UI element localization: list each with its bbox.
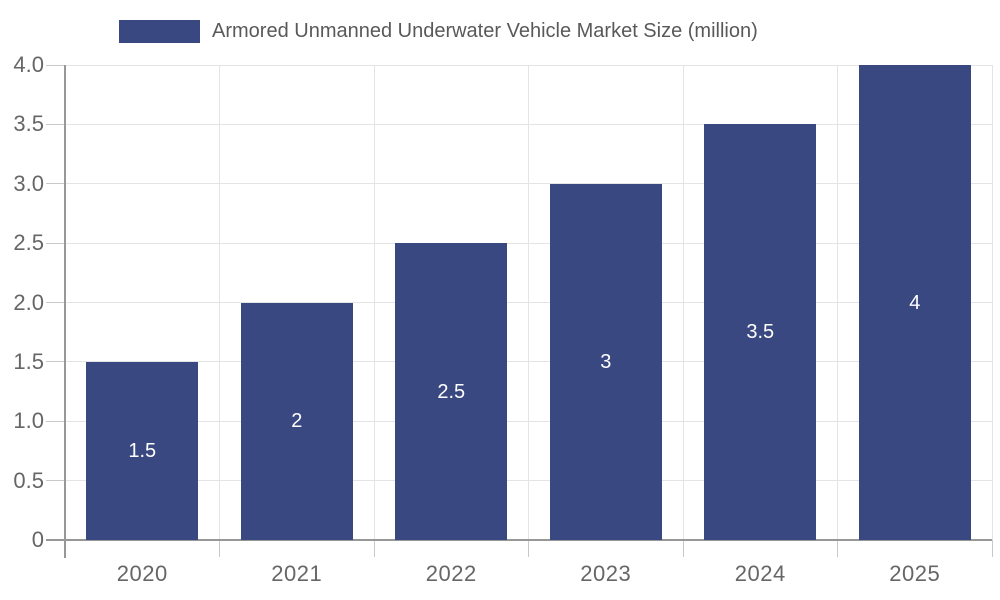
y-axis-label: 2.5	[13, 230, 44, 256]
y-axis-tick	[46, 183, 65, 185]
y-axis-tick	[46, 480, 65, 482]
y-axis-tick	[46, 302, 65, 303]
bar-value-label: 2	[291, 410, 303, 433]
bar-value-label: 1.5	[128, 439, 157, 462]
bar-2025[interactable]: 4	[858, 65, 971, 540]
gridline-vertical	[373, 65, 375, 540]
gridline-vertical	[528, 65, 529, 540]
x-axis-line	[46, 539, 992, 541]
x-axis-label: 2021	[271, 561, 323, 586]
y-axis-line	[64, 65, 66, 558]
bar-2021[interactable]: 2	[240, 302, 353, 540]
y-axis-label: 0	[31, 527, 44, 552]
x-axis-label: 2022	[425, 561, 477, 586]
gridline-vertical	[837, 65, 838, 540]
y-axis-label: 2.0	[13, 289, 44, 315]
gridline-vertical	[682, 65, 684, 540]
y-axis-tick	[46, 361, 65, 363]
bar-value-label: 2.5	[437, 380, 466, 403]
y-axis-label: 0.5	[13, 467, 44, 493]
y-axis-label: 1.0	[13, 408, 44, 434]
y-axis-tick	[46, 64, 65, 66]
legend-item[interactable]: Armored Unmanned Underwater Vehicle Mark…	[119, 17, 758, 45]
gridline-vertical	[991, 65, 993, 540]
x-axis-label: 2020	[116, 561, 168, 586]
legend-swatch	[119, 19, 200, 43]
gridline-vertical	[219, 65, 220, 540]
x-axis-label: 2023	[580, 561, 632, 586]
y-axis-tick	[46, 242, 65, 244]
y-axis-tick	[46, 420, 65, 422]
x-axis-tick	[682, 540, 684, 557]
x-axis-label: 2025	[889, 561, 941, 586]
legend-label: Armored Unmanned Underwater Vehicle Mark…	[212, 20, 758, 42]
y-axis-tick	[46, 123, 65, 125]
bar-value-label: 3	[600, 350, 612, 373]
y-axis-label: 1.5	[13, 348, 44, 374]
bar-2020[interactable]: 1.5	[86, 361, 199, 540]
y-axis-label: 3.5	[13, 111, 44, 137]
x-axis-tick	[219, 540, 220, 557]
bar-2023[interactable]: 3	[549, 183, 662, 540]
x-axis-label: 2024	[734, 561, 786, 586]
x-axis-tick	[373, 540, 375, 557]
x-axis-tick	[837, 540, 838, 557]
bar-2022[interactable]: 2.5	[395, 243, 508, 540]
bar-2024[interactable]: 3.5	[704, 124, 817, 540]
y-axis-label: 4.0	[13, 52, 44, 77]
y-axis-label: 3.0	[13, 170, 44, 196]
x-axis-tick	[991, 540, 993, 557]
bar-value-label: 4	[909, 291, 921, 314]
bar-value-label: 3.5	[746, 321, 775, 344]
x-axis-tick	[528, 540, 529, 557]
